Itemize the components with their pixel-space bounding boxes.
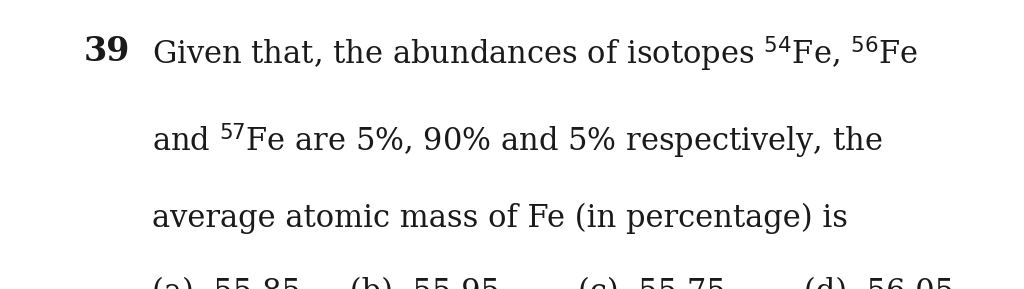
Text: Given that, the abundances of isotopes $^{54}$Fe, $^{56}$Fe: Given that, the abundances of isotopes $…: [152, 35, 918, 74]
Text: 39: 39: [84, 35, 130, 68]
Text: average atomic mass of Fe (in percentage) is: average atomic mass of Fe (in percentage…: [152, 202, 848, 234]
Text: and $^{57}$Fe are 5%, 90% and 5% respectively, the: and $^{57}$Fe are 5%, 90% and 5% respect…: [152, 121, 882, 161]
Text: (a)  55.85     (b)  55.95        (c)  55.75        (d)  56.05: (a) 55.85 (b) 55.95 (c) 55.75 (d) 56.05: [152, 277, 953, 289]
